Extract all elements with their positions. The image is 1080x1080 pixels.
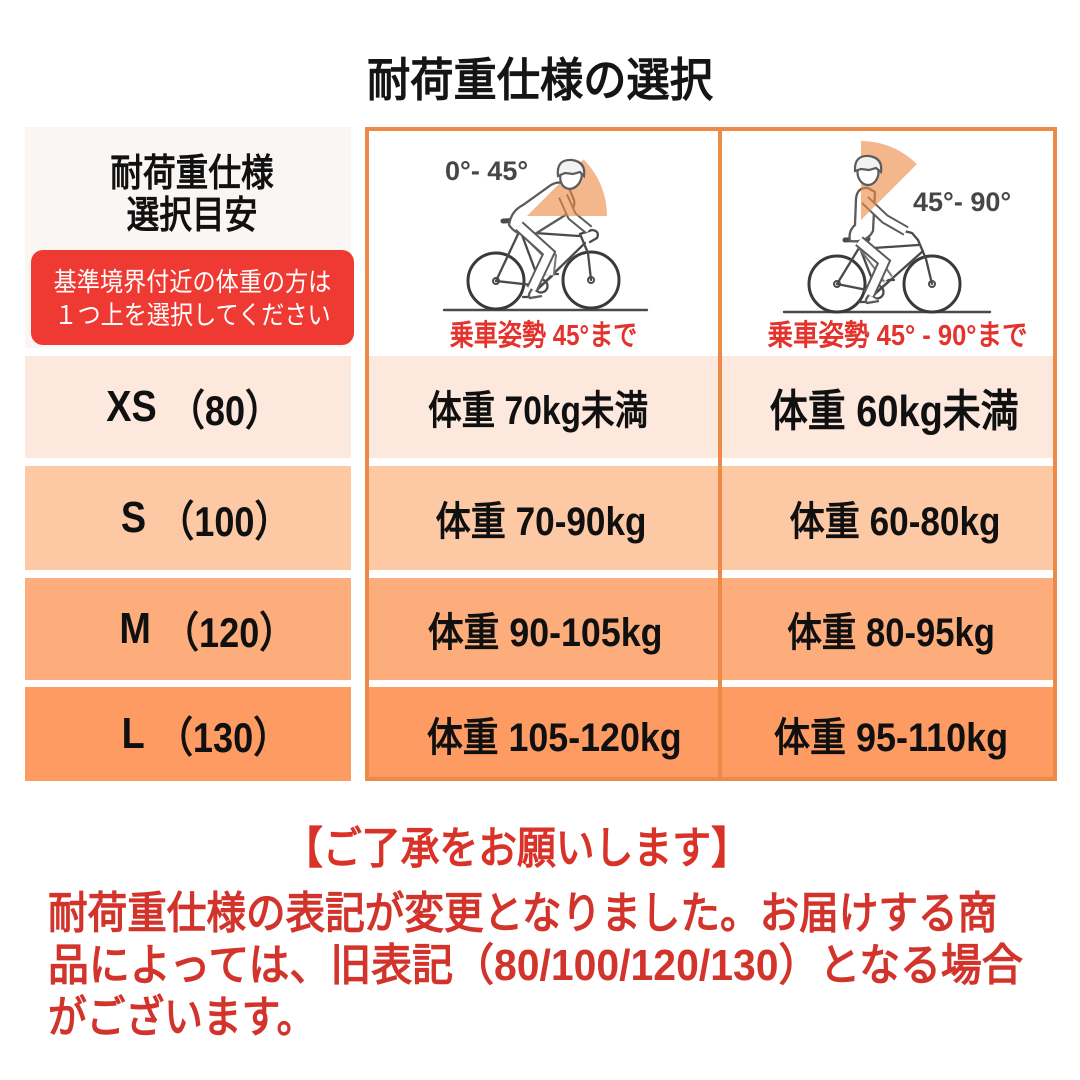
weight-upright-m: 体重 80-95kg bbox=[722, 578, 1053, 680]
notice-heading: 【ご了承をお願いします】 bbox=[284, 824, 750, 873]
page-title: 耐荷重仕様の選択 bbox=[367, 54, 713, 106]
weight-text: 体重 60-80kg bbox=[790, 500, 1001, 544]
notice-line-3: がございます。 bbox=[48, 993, 316, 1042]
cell-forward-m bbox=[369, 578, 718, 680]
size-text: M （120） bbox=[119, 599, 295, 660]
angle-label-forward: 0°- 45° bbox=[445, 156, 529, 186]
size-label: L bbox=[121, 709, 145, 758]
size-label: M bbox=[118, 604, 151, 653]
size-cell-xs: XS （80） bbox=[25, 356, 351, 458]
cell-upright-m bbox=[722, 578, 1053, 680]
posture-panel: 0°- 45° 45°- 90° 乗車姿勢 45°まで 乗車姿勢 45° ‐ 9… bbox=[365, 127, 1057, 781]
bicycle-forward bbox=[442, 217, 649, 312]
warning-line1: 基準境界付近の体重の方は bbox=[53, 267, 332, 297]
angle-label-upright: 45°- 90° bbox=[913, 187, 1012, 217]
weight-text: 体重 60kg未満 bbox=[769, 387, 1019, 436]
size-text: S （100） bbox=[121, 488, 291, 549]
guide-header-line2: 選択目安 bbox=[126, 195, 258, 237]
cell-forward-s bbox=[369, 466, 718, 570]
size-text: L （130） bbox=[121, 704, 289, 765]
cell-forward-l bbox=[369, 687, 718, 777]
weight-upright-s: 体重 60-80kg bbox=[722, 466, 1053, 570]
bicycle-rider-upright-illustration bbox=[782, 140, 992, 314]
size-code: （80） bbox=[169, 386, 282, 434]
size-label: S bbox=[121, 493, 147, 542]
cell-upright-xs bbox=[722, 356, 1053, 458]
guide-header-line1: 耐荷重仕様 bbox=[110, 153, 274, 195]
size-code: （130） bbox=[156, 713, 289, 761]
size-cell-m: M （120） bbox=[25, 578, 351, 680]
weight-text: 体重 70kg未満 bbox=[428, 389, 649, 433]
weight-forward-l: 体重 105-120kg bbox=[369, 687, 718, 781]
weight-forward-m: 体重 90-105kg bbox=[369, 578, 718, 680]
cell-forward-xs bbox=[369, 356, 718, 458]
size-cell-s: S （100） bbox=[25, 466, 351, 570]
rider-head-forward bbox=[556, 158, 586, 190]
bicycle-rider-forward-illustration bbox=[442, 158, 649, 312]
warning-box: 基準境界付近の体重の方は １つ上を選択してください bbox=[31, 250, 354, 345]
weight-text: 体重 80-95kg bbox=[787, 611, 996, 655]
panel-divider bbox=[718, 131, 722, 777]
weight-forward-s: 体重 70-90kg bbox=[369, 466, 718, 570]
cell-upright-l bbox=[722, 687, 1053, 777]
rider-head-upright bbox=[853, 154, 883, 187]
guide-header-cell: 耐荷重仕様 選択目安 基準境界付近の体重の方は １つ上を選択してください bbox=[25, 127, 354, 348]
guide-header-title: 耐荷重仕様 選択目安 bbox=[52, 153, 332, 237]
notice-line-2: 品によっては、旧表記（80/100/120/130）となる場合 bbox=[48, 941, 1023, 990]
weight-upright-l: 体重 95-110kg bbox=[722, 687, 1053, 781]
warning-line2: １つ上を選択してください bbox=[54, 300, 331, 330]
weight-text: 体重 95-110kg bbox=[774, 716, 1009, 760]
weight-forward-xs: 体重 70kg未満 bbox=[369, 356, 718, 458]
caption-upright: 乗車姿勢 45° ‐ 90°まで bbox=[767, 320, 1028, 352]
weight-text: 体重 90-105kg bbox=[428, 611, 663, 655]
cell-upright-s bbox=[722, 466, 1053, 570]
size-code: （100） bbox=[158, 497, 291, 545]
size-text: XS （80） bbox=[107, 377, 282, 438]
weight-text: 体重 105-120kg bbox=[427, 716, 682, 760]
size-code: （120） bbox=[162, 608, 296, 656]
caption-forward: 乗車姿勢 45°まで bbox=[449, 320, 638, 352]
size-label: XS bbox=[106, 382, 158, 431]
size-cell-l: L （130） bbox=[25, 687, 351, 781]
notice-line-1: 耐荷重仕様の表記が変更となりました。お届けする商 bbox=[48, 889, 998, 938]
warning-text: 基準境界付近の体重の方は １つ上を選択してください bbox=[49, 266, 336, 332]
weight-text: 体重 70-90kg bbox=[436, 500, 647, 544]
weight-upright-xs: 体重 60kg未満 bbox=[722, 356, 1053, 458]
